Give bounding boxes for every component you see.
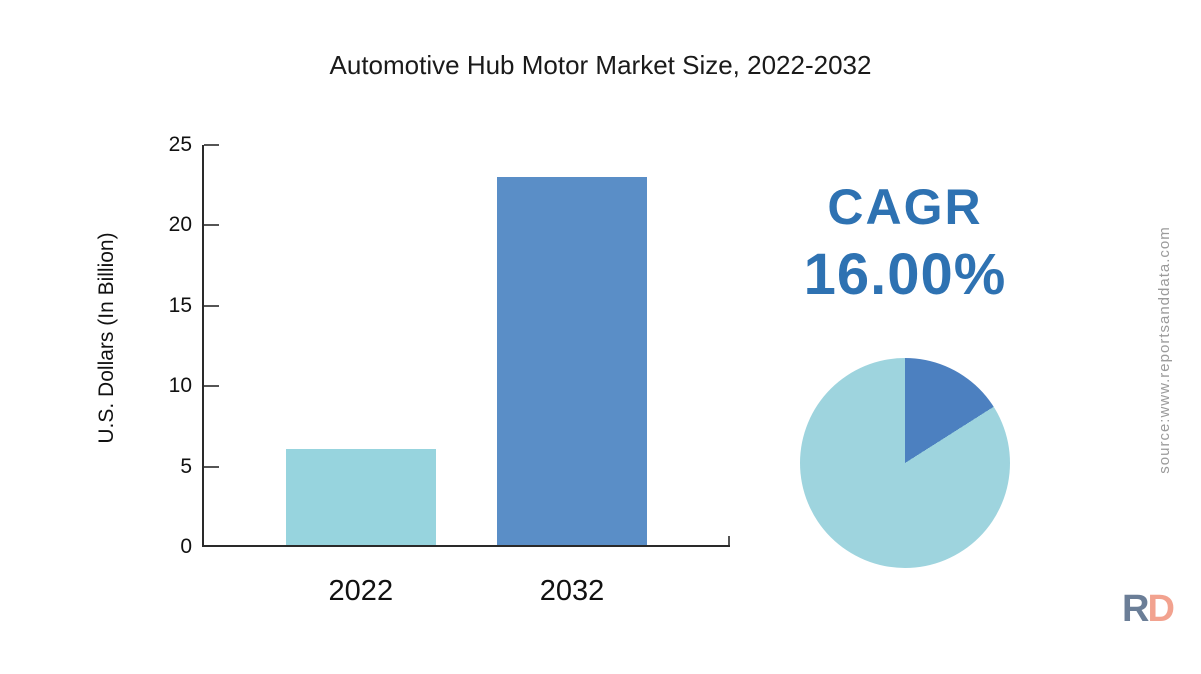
y-tick-label-0: 0 — [180, 535, 192, 558]
bar-2032 — [497, 176, 648, 545]
y-tick-label-20: 20 — [168, 213, 192, 237]
x-axis-end-tick — [728, 536, 730, 545]
y-tick-label-25: 25 — [168, 133, 192, 156]
cagr-value: 16.00% — [803, 242, 1007, 307]
y-tick-label-15: 15 — [168, 293, 192, 317]
x-tick-label-2032: 2032 — [539, 575, 605, 607]
source-watermark: source:www.reportsanddata.com — [1156, 226, 1173, 474]
logo-letter-d: D — [1147, 588, 1174, 630]
y-tick-mark-25 — [204, 144, 219, 147]
y-tick-mark-5 — [204, 465, 219, 468]
y-tick-label-5: 5 — [180, 454, 192, 478]
y-tick-mark-15 — [204, 304, 219, 307]
y-tick-mark-10 — [204, 385, 219, 388]
y-tick-mark-20 — [204, 224, 219, 227]
bar-2022 — [285, 448, 436, 545]
chart-title: Automotive Hub Motor Market Size, 2022-2… — [329, 50, 872, 80]
bar-chart-plot-area: 0 5 10 15 20 25 2022 2032 — [169, 133, 730, 607]
y-axis-label: U.S. Dollars (In Billion) — [95, 232, 118, 444]
y-tick-label-10: 10 — [168, 374, 192, 398]
cagr-label: CAGR — [827, 179, 983, 235]
pie-chart — [800, 358, 1010, 568]
logo-letter-r: R — [1122, 588, 1149, 630]
x-tick-label-2022: 2022 — [328, 575, 394, 607]
brand-logo: RD — [1122, 588, 1175, 630]
cagr-block: CAGR 16.00% — [760, 180, 1050, 307]
